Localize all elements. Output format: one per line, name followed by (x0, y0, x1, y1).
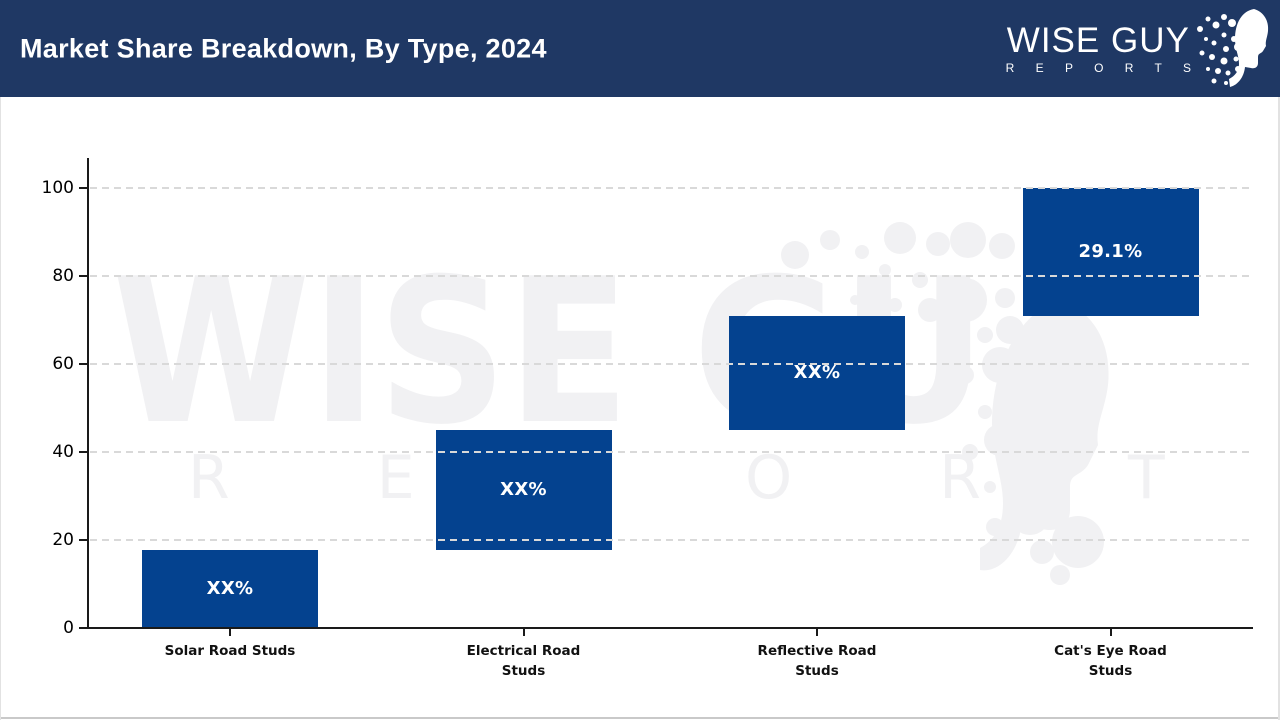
x-tick (229, 629, 231, 636)
y-tick-label: 20 (52, 529, 74, 550)
y-tick (79, 538, 87, 541)
x-tick (816, 629, 818, 636)
x-tick (522, 629, 525, 636)
bar-segment: XX% (435, 429, 612, 551)
right-border (1278, 97, 1280, 720)
gridline (90, 186, 1253, 189)
brand-logo: WISE GUY R E P O R T S (997, 6, 1270, 91)
gridline (90, 538, 1253, 541)
brand-name: WISE GUY (1006, 20, 1190, 60)
gridline (90, 362, 1253, 365)
y-axis (87, 158, 89, 629)
watermark-subtitle: R E P O R T S (188, 443, 1280, 513)
y-tick-label: 80 (52, 265, 74, 286)
bar-segment: XX% (142, 550, 318, 628)
x-category-label: Cat's Eye Road Studs (1054, 643, 1167, 679)
x-category-label: Electrical Road Studs (466, 643, 581, 679)
bar-value-label: XX% (206, 578, 254, 600)
gridline (90, 450, 1253, 453)
brand-logo-text: WISE GUY R E P O R T S (997, 20, 1200, 76)
bar-value-label: 29.1% (1078, 241, 1143, 263)
bar-value-label: XX% (793, 362, 841, 384)
y-tick-label: 40 (52, 441, 74, 462)
y-tick-label: 100 (41, 177, 74, 198)
bar-segment: 29.1% (1022, 187, 1199, 316)
bottom-border (0, 717, 1280, 719)
header: Market Share Breakdown, By Type, 2024 WI… (0, 0, 1280, 97)
x-axis (87, 627, 1253, 629)
bar-value-label: XX% (500, 479, 547, 501)
y-tick-label: 0 (63, 617, 74, 638)
brand-subtitle: R E P O R T S (1005, 61, 1200, 76)
y-tick (79, 362, 87, 365)
x-tick (1109, 629, 1112, 636)
y-tick (79, 274, 87, 277)
y-tick (79, 626, 87, 629)
page-title: Market Share Breakdown, By Type, 2024 (20, 33, 547, 63)
gridline (90, 274, 1253, 277)
left-border (0, 97, 1, 720)
y-tick-label: 60 (52, 353, 74, 374)
x-category-label: Solar Road Studs (164, 643, 296, 659)
x-category-label: Reflective Road Studs (757, 643, 877, 679)
y-tick (79, 450, 87, 453)
y-tick (79, 186, 87, 189)
wiseguy-face-icon (1197, 8, 1269, 87)
bar-segment: XX% (729, 315, 905, 430)
